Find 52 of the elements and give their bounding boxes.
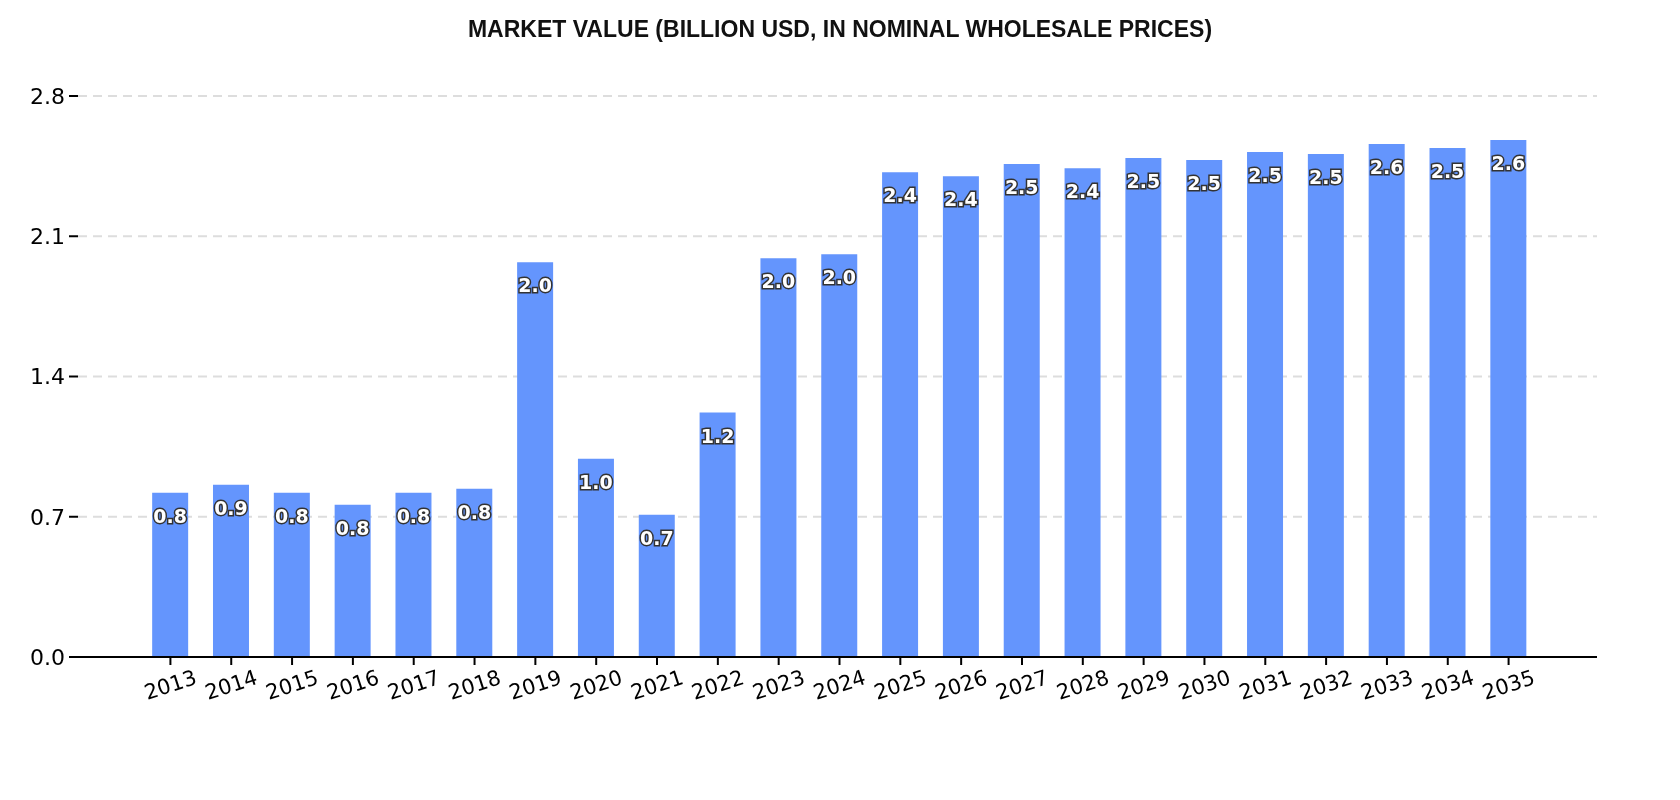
x-tick-label: 2020 <box>567 665 626 705</box>
chart-title: MARKET VALUE (BILLION USD, IN NOMINAL WHOLESALE PRICES) <box>466 16 1214 43</box>
y-tick-label: 0.7 <box>30 504 65 530</box>
data-label: 1.0 <box>579 470 613 493</box>
x-tick-label: 2023 <box>749 665 808 705</box>
x-tick-label: 2028 <box>1053 665 1112 705</box>
x-tick-label: 2030 <box>1175 665 1234 705</box>
data-label: 0.8 <box>335 516 370 539</box>
data-label: 2.5 <box>1248 164 1282 187</box>
y-tick-label: 1.4 <box>30 364 65 390</box>
x-tick-label: 2029 <box>1114 665 1173 705</box>
x-tick-label: 2026 <box>932 665 991 705</box>
data-label: 2.6 <box>1491 152 1526 175</box>
data-label: 0.8 <box>396 504 431 527</box>
data-label: 2.5 <box>1309 166 1343 189</box>
data-label: 0.7 <box>639 526 674 549</box>
x-tick-label: 2025 <box>871 665 930 705</box>
x-tick-label: 2014 <box>202 665 261 705</box>
x-tick-label: 2017 <box>384 665 443 705</box>
data-label: 0.8 <box>457 500 492 523</box>
x-tick-label: 2027 <box>992 665 1052 705</box>
data-label: 2.5 <box>1430 160 1465 183</box>
data-label: 2.6 <box>1369 156 1404 179</box>
x-tick-label: 2031 <box>1236 665 1295 705</box>
data-label: 0.9 <box>214 496 248 519</box>
x-tick-label: 2022 <box>688 665 747 705</box>
x-tick-label: 2019 <box>506 665 565 705</box>
data-label: 0.8 <box>153 504 187 527</box>
data-label: 2.5 <box>1187 172 1222 195</box>
x-tick-label: 2018 <box>445 665 504 705</box>
data-label: 2.5 <box>1126 170 1161 193</box>
data-label: 2.4 <box>1065 180 1100 203</box>
y-tick-label: 2.1 <box>30 224 65 250</box>
x-tick-label: 2016 <box>323 665 383 705</box>
x-tick-label: 2024 <box>810 665 869 705</box>
x-tick-label: 2035 <box>1479 665 1538 705</box>
x-tick-label: 2034 <box>1418 665 1477 705</box>
data-label: 0.8 <box>274 504 309 527</box>
x-tick-label: 2015 <box>262 665 322 705</box>
x-tick-label: 2032 <box>1296 665 1356 705</box>
data-label: 2.0 <box>518 274 552 297</box>
x-tick-label: 2021 <box>627 665 687 705</box>
y-tick-label: 2.8 <box>30 83 65 109</box>
data-label: 2.0 <box>822 266 857 289</box>
data-label: 1.2 <box>700 424 735 447</box>
data-label: 2.5 <box>1004 176 1039 199</box>
y-tick-label: 0.0 <box>30 644 65 670</box>
x-tick-label: 2013 <box>141 665 200 705</box>
x-tick-label: 2033 <box>1357 665 1417 705</box>
data-label: 2.4 <box>944 188 978 211</box>
data-label: 2.4 <box>883 184 917 207</box>
data-label: 2.0 <box>761 270 796 293</box>
